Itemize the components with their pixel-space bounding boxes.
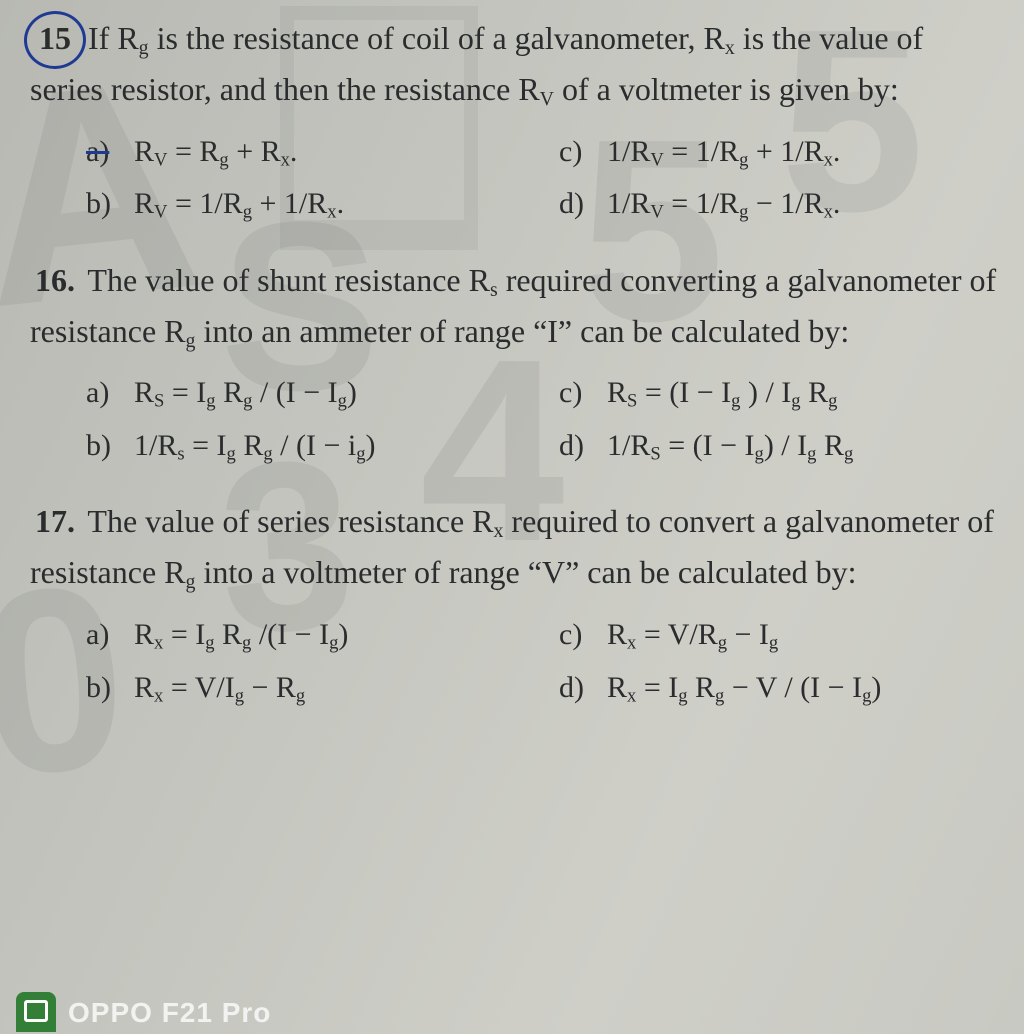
option-label: b) <box>86 181 120 228</box>
q15-option-d: d) 1/RV = 1/Rg − 1/Rx. <box>559 181 1002 228</box>
option-text: 1/RV = 1/Rg + 1/Rx. <box>607 129 840 176</box>
question-17-options: a) Rx = Ig Rg /(I − Ig) c) Rx = V/Rg − I… <box>86 612 1002 711</box>
q15-sub-2: x <box>725 37 735 59</box>
question-number-16: 16. <box>30 257 80 307</box>
option-label: d) <box>559 423 593 470</box>
q15-text-2: is the resistance of coil of a galvanome… <box>157 20 725 56</box>
question-16-options: a) RS = Ig Rg / (I − Ig) c) RS = (I − Ig… <box>86 370 1002 469</box>
option-text: Rx = V/Rg − Ig <box>607 612 778 659</box>
q15-text-1: If R <box>88 20 139 56</box>
option-text: 1/RV = 1/Rg − 1/Rx. <box>607 181 840 228</box>
q16-option-a: a) RS = Ig Rg / (I − Ig) <box>86 370 529 417</box>
q17-text-1: The value of series resistance R <box>87 503 493 539</box>
option-label: b) <box>86 423 120 470</box>
q16-option-b: b) 1/Rs = Ig Rg / (I − ig) <box>86 423 529 470</box>
q17-option-d: d) Rx = Ig Rg − V / (I − Ig) <box>559 665 1002 712</box>
option-label: a) <box>86 612 120 659</box>
option-label: a) <box>86 370 120 417</box>
option-text: Rx = V/Ig − Rg <box>134 665 305 712</box>
option-text: 1/Rs = Ig Rg / (I − ig) <box>134 423 376 470</box>
q16-sub-2: g <box>186 330 196 352</box>
q15-option-a: a) RV = Rg + Rx. <box>86 129 529 176</box>
option-text: Rx = Ig Rg /(I − Ig) <box>134 612 348 659</box>
question-number-17: 17. <box>30 498 80 548</box>
camera-brand-text: OPPO F21 Pro <box>68 991 271 1034</box>
option-label: c) <box>559 612 593 659</box>
option-text: RV = 1/Rg + 1/Rx. <box>134 181 344 228</box>
question-15-options: a) RV = Rg + Rx. c) 1/RV = 1/Rg + 1/Rx. … <box>86 129 1002 228</box>
option-label: c) <box>559 370 593 417</box>
option-label: d) <box>559 181 593 228</box>
q17-sub-2: g <box>186 571 196 593</box>
question-16-stem: 16. The value of shunt resistance Rs req… <box>30 256 1002 357</box>
q15-option-b: b) RV = 1/Rg + 1/Rx. <box>86 181 529 228</box>
option-label: c) <box>559 129 593 176</box>
q17-sub-1: x <box>493 520 503 542</box>
option-text: RS = (I − Ig ) / Ig Rg <box>607 370 837 417</box>
q16-text-3: into an ammeter of range “I” can be calc… <box>203 313 849 349</box>
oppo-logo-icon <box>16 992 56 1032</box>
q16-option-c: c) RS = (I − Ig ) / Ig Rg <box>559 370 1002 417</box>
q15-text-4: of a voltmeter is given by: <box>562 71 899 107</box>
option-label: a) <box>86 129 120 176</box>
q15-option-c: c) 1/RV = 1/Rg + 1/Rx. <box>559 129 1002 176</box>
question-15-stem: 15 If Rg is the resistance of coil of a … <box>30 14 1002 115</box>
option-label: d) <box>559 665 593 712</box>
q17-text-3: into a voltmeter of range “V” can be cal… <box>203 554 856 590</box>
question-number-15: 15 <box>30 15 80 65</box>
question-17-stem: 17. The value of series resistance Rx re… <box>30 497 1002 598</box>
option-label: b) <box>86 665 120 712</box>
q17-option-b: b) Rx = V/Ig − Rg <box>86 665 529 712</box>
q16-text-1: The value of shunt resistance R <box>87 262 490 298</box>
option-text: Rx = Ig Rg − V / (I − Ig) <box>607 665 881 712</box>
camera-watermark: OPPO F21 Pro <box>16 991 271 1034</box>
q16-option-d: d) 1/RS = (I − Ig) / Ig Rg <box>559 423 1002 470</box>
q17-option-c: c) Rx = V/Rg − Ig <box>559 612 1002 659</box>
q16-sub-1: s <box>490 279 498 301</box>
option-text: RV = Rg + Rx. <box>134 129 297 176</box>
q15-sub-3: V <box>540 88 554 110</box>
q15-sub-1: g <box>139 37 149 59</box>
option-text: RS = Ig Rg / (I − Ig) <box>134 370 357 417</box>
page-content: 15 If Rg is the resistance of coil of a … <box>30 14 1002 711</box>
q17-option-a: a) Rx = Ig Rg /(I − Ig) <box>86 612 529 659</box>
option-text: 1/RS = (I − Ig) / Ig Rg <box>607 423 853 470</box>
